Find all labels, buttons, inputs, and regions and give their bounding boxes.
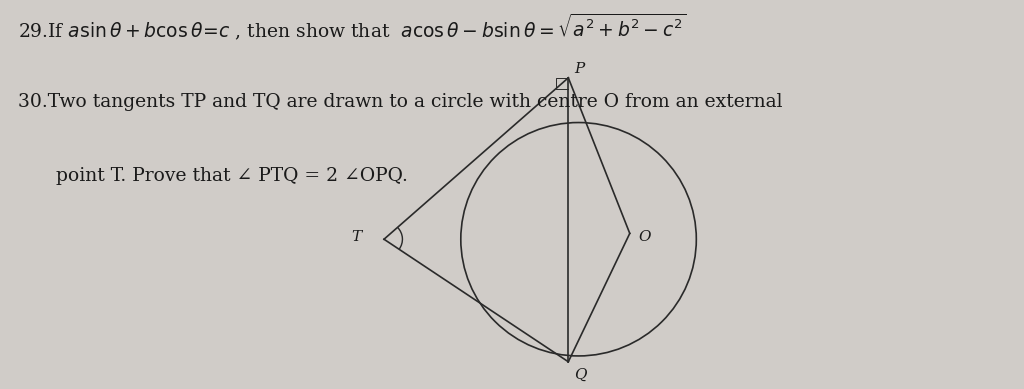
Text: T: T <box>351 230 361 244</box>
Text: P: P <box>574 62 585 76</box>
Text: 29.If $a\sin\theta + b\cos\theta\!=\!c$ , then show that  $a\cos\theta - b\sin\t: 29.If $a\sin\theta + b\cos\theta\!=\!c$ … <box>18 12 687 42</box>
Text: 30.Two tangents TP and TQ are drawn to a circle with centre O from an external: 30.Two tangents TP and TQ are drawn to a… <box>18 93 783 111</box>
Text: O: O <box>638 230 650 244</box>
Text: Q: Q <box>574 368 587 382</box>
Text: point T. Prove that ∠ PTQ = 2 ∠OPQ.: point T. Prove that ∠ PTQ = 2 ∠OPQ. <box>56 167 409 185</box>
